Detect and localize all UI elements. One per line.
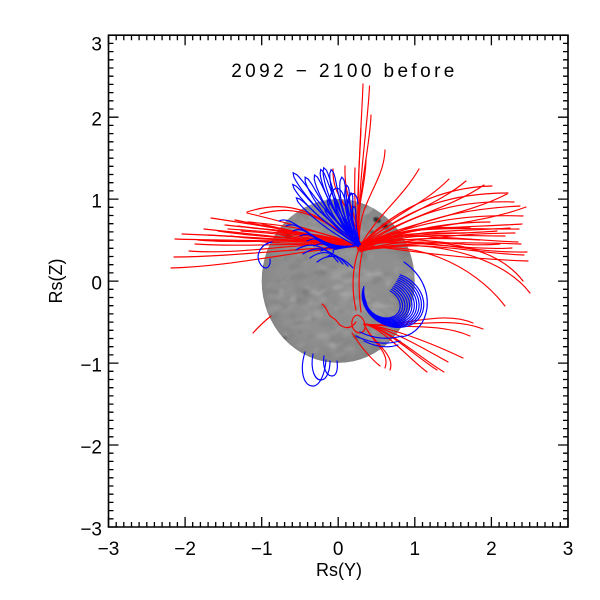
- svg-text:−1: −1: [80, 356, 102, 377]
- svg-text:3: 3: [91, 35, 102, 56]
- svg-text:−1: −1: [251, 539, 273, 560]
- svg-text:−3: −3: [80, 519, 102, 540]
- svg-text:−2: −2: [80, 437, 102, 458]
- svg-text:−2: −2: [174, 539, 196, 560]
- svg-text:Rs(Y): Rs(Y): [316, 560, 362, 580]
- svg-text:−3: −3: [98, 539, 120, 560]
- svg-text:2: 2: [486, 539, 497, 560]
- svg-text:0: 0: [91, 274, 102, 295]
- svg-text:3: 3: [563, 539, 574, 560]
- svg-text:1: 1: [410, 539, 421, 560]
- svg-text:0: 0: [333, 539, 344, 560]
- svg-text:2092 − 2100 before: 2092 − 2100 before: [231, 61, 458, 82]
- svg-text:Rs(Z): Rs(Z): [46, 259, 66, 304]
- svg-text:1: 1: [91, 192, 102, 213]
- svg-text:2: 2: [91, 110, 102, 131]
